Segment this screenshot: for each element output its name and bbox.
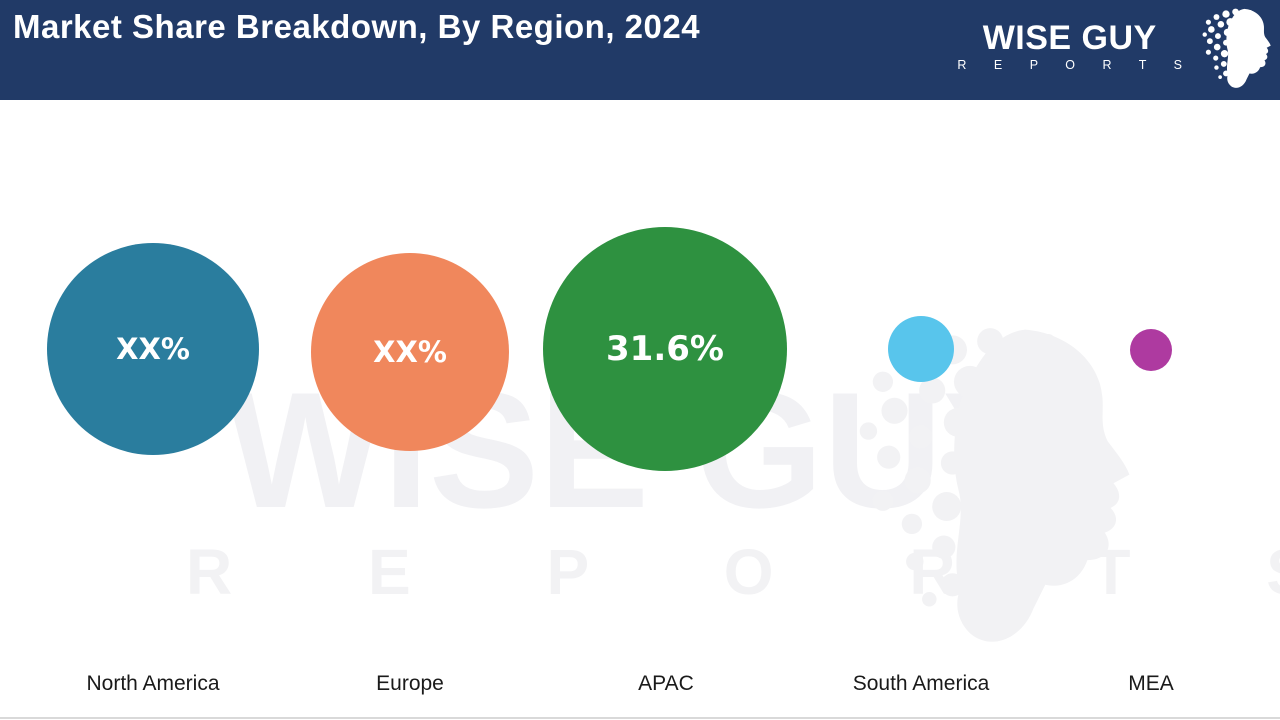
bubble-value-north-america: XX% <box>116 332 190 366</box>
logo-subtext: R E P O R T S <box>957 58 1194 72</box>
bubble-south-america <box>888 316 954 382</box>
page-title: Market Share Breakdown, By Region, 2024 <box>13 8 701 45</box>
logo-text: WISE GUY R E P O R T S <box>945 21 1194 72</box>
bubble-value-europe: XX% <box>373 335 447 369</box>
region-label-apac: APAC <box>638 672 694 695</box>
region-label-north-america: North America <box>86 672 220 695</box>
bubble-europe: XX% <box>311 253 509 451</box>
chart-area: WISE GUY R E P O R T S XX% XX% 31.6% Nor… <box>0 100 1280 720</box>
bubble-north-america: XX% <box>47 243 259 455</box>
region-label-south-america: South America <box>852 672 990 695</box>
region-label-mea: MEA <box>1128 672 1174 695</box>
region-label-europe: Europe <box>376 672 444 695</box>
bubble-value-apac: 31.6% <box>606 329 724 369</box>
logo-wordmark: WISE GUY <box>982 19 1157 57</box>
wise-guy-logo: WISE GUY R E P O R T S <box>957 0 1276 100</box>
bubble-mea <box>1130 329 1172 371</box>
watermark-subtext: R E P O R T S <box>186 536 1280 608</box>
header-bar: Market Share Breakdown, By Region, 2024 … <box>0 0 1280 100</box>
bottom-divider <box>0 717 1280 719</box>
watermark-face-icon <box>859 328 1130 642</box>
bubble-apac: 31.6% <box>543 227 787 471</box>
wise-guy-face-icon <box>1202 8 1271 88</box>
